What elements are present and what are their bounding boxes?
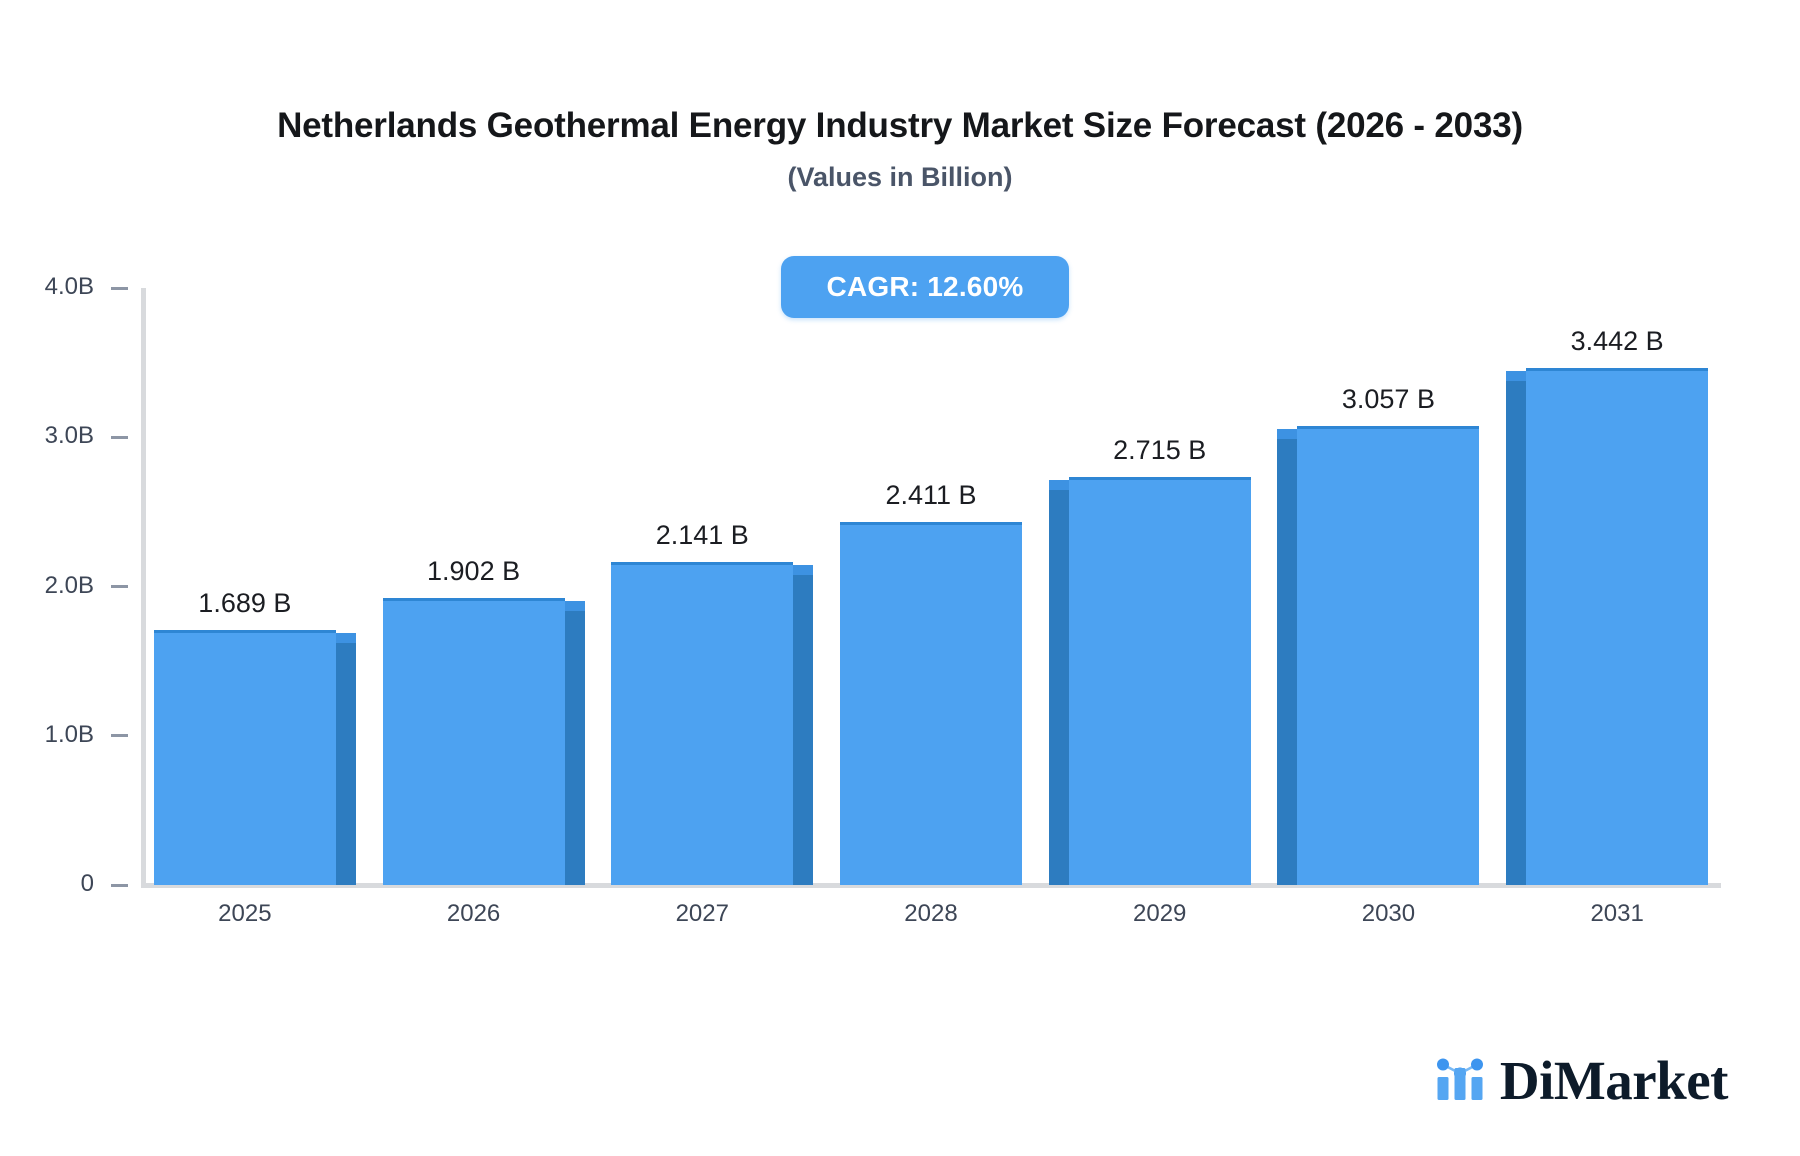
- bar-value-label: 1.689 B: [198, 587, 292, 618]
- x-axis-label-2025: 2025: [218, 900, 272, 927]
- bar-side-face: [1277, 437, 1298, 885]
- brand-logo: DiMarket: [1434, 1050, 1729, 1111]
- bar-side-face: [793, 574, 814, 885]
- plot-area: 1.689 B 1.902 B 2.141 B 2.411 B 2.715 B 3.057…: [141, 288, 1721, 888]
- y-axis-tick-mark: [111, 883, 128, 887]
- bar-face: [382, 598, 565, 885]
- bar-side-face: [564, 610, 585, 885]
- bar-side-face: [1048, 488, 1069, 885]
- y-axis-tick-mark: [111, 435, 128, 439]
- bar-2026: 1.902 B: [382, 556, 585, 885]
- chart-subtitle: (Values in Billion): [787, 161, 1013, 192]
- bar-face: [1526, 368, 1709, 885]
- x-axis-label-2030: 2030: [1361, 900, 1416, 927]
- y-axis-tick-label: 0: [80, 870, 94, 897]
- x-axis-line: [141, 883, 1721, 888]
- bar-2029: 2.715 B: [1048, 435, 1251, 885]
- y-axis-tick-mark: [111, 286, 128, 290]
- x-axis-label-2029: 2029: [1133, 900, 1187, 927]
- bar-top-face: [1048, 479, 1069, 490]
- y-axis-tick-label: 3.0B: [44, 422, 94, 450]
- bar-chart-line-icon: [1434, 1054, 1486, 1107]
- y-axis-tick-label: 1.0B: [44, 720, 94, 748]
- bar-side-face: [335, 641, 356, 885]
- y-axis-tick-mark: [111, 585, 128, 588]
- x-axis-label-2028: 2028: [904, 900, 958, 927]
- bar-value-label: 2.411 B: [885, 480, 977, 511]
- bar-face: [1297, 425, 1480, 885]
- bar-value-label: 3.442 B: [1570, 326, 1664, 357]
- bar-face: [1068, 476, 1251, 885]
- bar-value-label: 2.715 B: [1113, 434, 1207, 465]
- chart-header: Netherlands Geothermal Energy Industry M…: [0, 104, 1800, 195]
- bar-face: [611, 562, 794, 885]
- bar-side-face: [1506, 380, 1527, 885]
- bar-top-face: [335, 632, 356, 643]
- bar-top-face: [564, 601, 585, 612]
- y-axis-line: [141, 288, 146, 885]
- bar-2028: 2.411 B: [840, 480, 1022, 885]
- x-axis-label-2027: 2027: [675, 900, 729, 927]
- bar-value-label: 2.141 B: [655, 520, 749, 551]
- bar-face: [840, 522, 1022, 885]
- bar-face: [153, 629, 336, 885]
- y-axis-tick-mark: [111, 734, 128, 738]
- chart-title: Netherlands Geothermal Energy Industry M…: [277, 106, 1523, 145]
- brand-name: DiMarket: [1499, 1050, 1729, 1111]
- bar-value-label: 3.057 B: [1341, 383, 1435, 414]
- x-axis-labels: 2025 2026 2027 2028 2029 2030 2031: [141, 900, 1721, 940]
- bar-value-label: 1.902 B: [427, 556, 521, 587]
- bars-layer: 1.689 B 1.902 B 2.141 B 2.411 B 2.715 B 3.057…: [141, 288, 1721, 885]
- bar-2025: 1.689 B: [153, 588, 356, 885]
- bar-top-face: [793, 565, 814, 576]
- bar-top-face: [1277, 428, 1298, 439]
- bar-2031: 3.442 B: [1506, 326, 1709, 885]
- cagr-badge-label: CAGR: 12.60%: [826, 271, 1024, 302]
- bar-2030: 3.057 B: [1277, 384, 1480, 885]
- y-axis-tick-label: 4.0B: [44, 273, 94, 300]
- x-axis-label-2026: 2026: [446, 900, 501, 927]
- x-axis-label-2031: 2031: [1590, 900, 1644, 927]
- bar-top-face: [1506, 371, 1527, 382]
- y-axis-tick-label: 2.0B: [44, 571, 94, 599]
- cagr-badge: CAGR: 12.60%: [781, 256, 1069, 318]
- bar-2027: 2.141 B: [611, 520, 814, 885]
